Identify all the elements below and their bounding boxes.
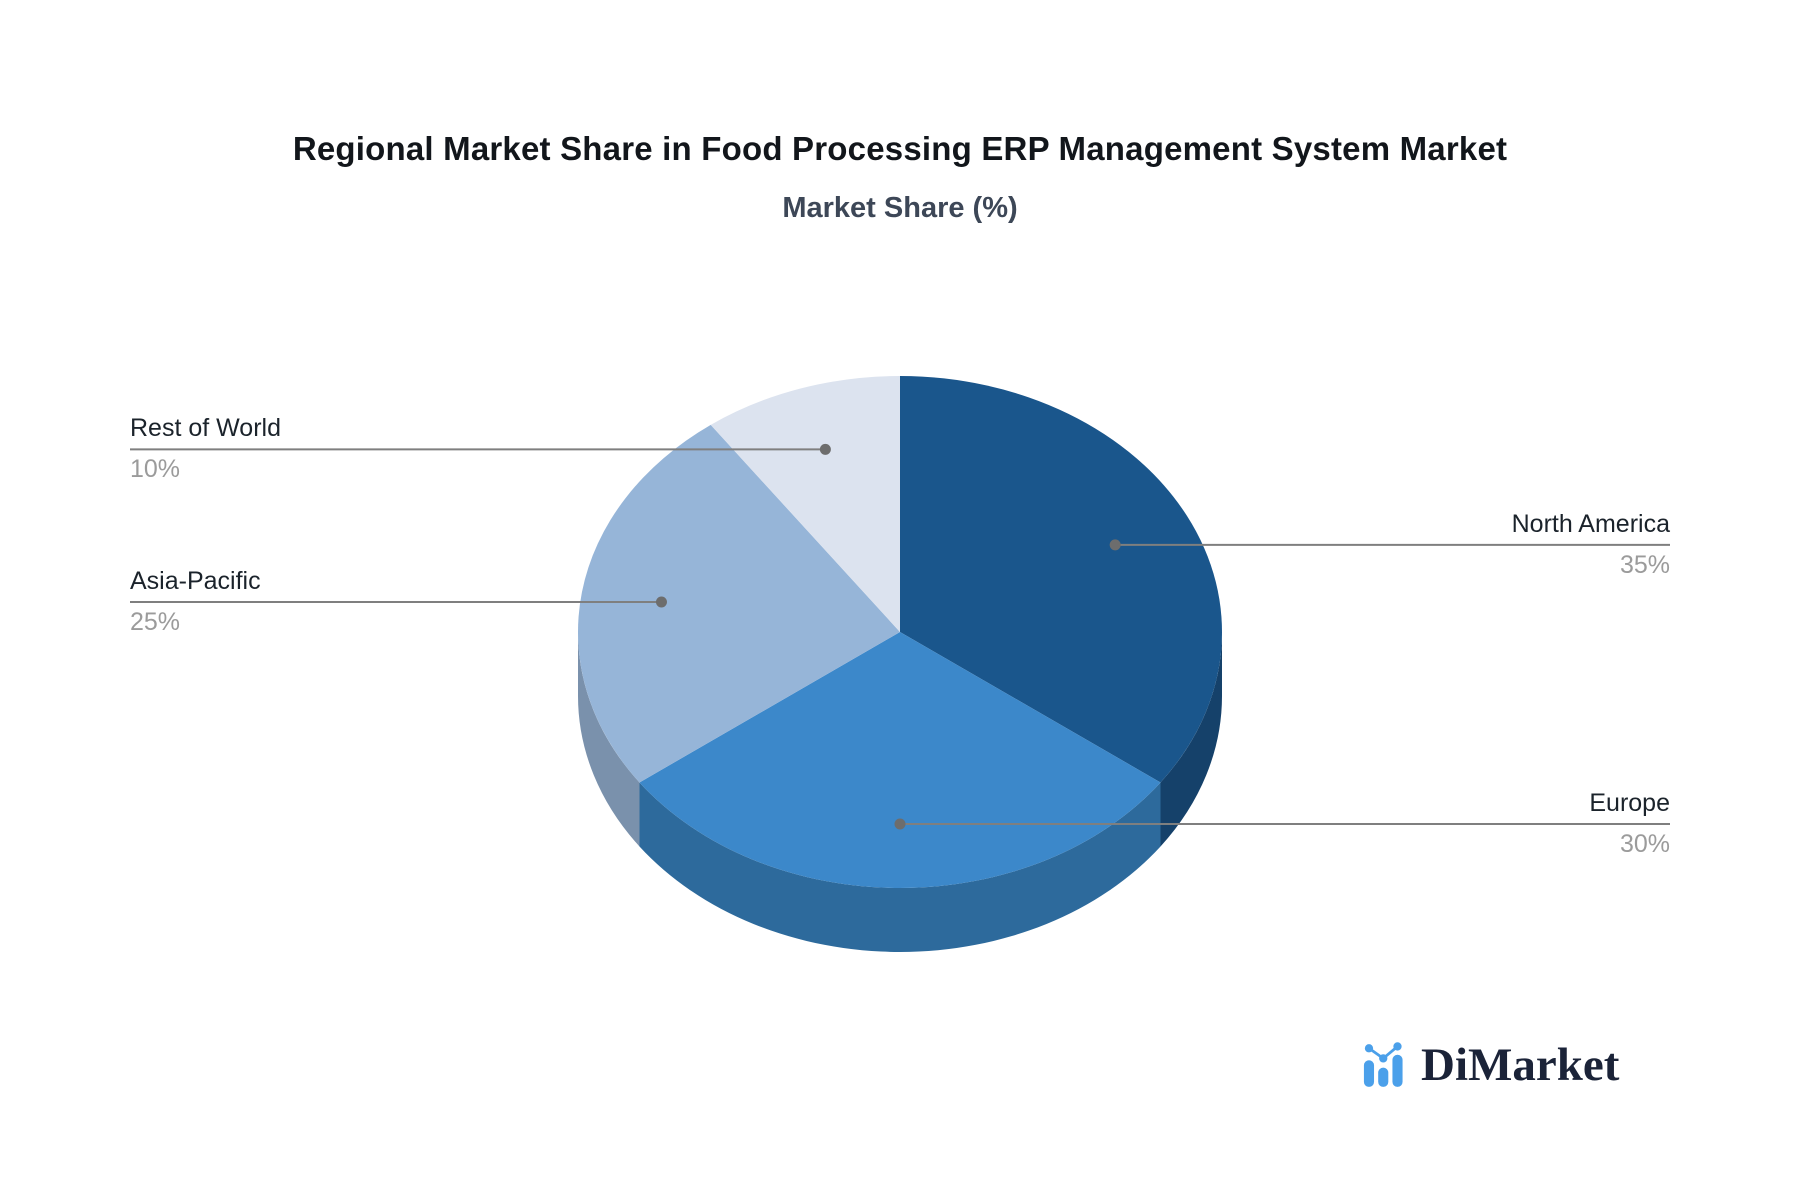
leader-dot <box>655 596 667 608</box>
slice-percentage: 35% <box>1619 550 1670 579</box>
slice-name: Asia-Pacific <box>130 566 261 595</box>
slice-label-north-america: North America 35% <box>1512 510 1670 580</box>
slice-name: North America <box>1511 509 1670 538</box>
pie-slice-side <box>1160 632 1222 847</box>
slice-label-asia-pacific: Asia-Pacific 25% <box>130 567 261 637</box>
slice-label-europe: Europe 30% <box>1589 789 1670 859</box>
slice-name: Europe <box>1589 789 1670 817</box>
dimarket-logo: DiMarket <box>1363 1038 1620 1092</box>
leader-dot <box>1109 539 1121 551</box>
leader-dot <box>819 443 831 455</box>
leader-dot <box>894 818 906 830</box>
bar-line-chart-icon <box>1363 1042 1403 1087</box>
slice-label-rest-of-world: Rest of World 10% <box>130 414 281 484</box>
pie-slice-rest-of-world <box>710 376 900 632</box>
chart-title: Regional Market Share in Food Processing… <box>292 130 1508 167</box>
pie-slice-side <box>639 782 1161 952</box>
pie-slice-asia-pacific <box>578 424 900 783</box>
pie-slice-north-america <box>900 376 1222 783</box>
pie-slice-side <box>578 632 640 847</box>
slice-percentage: 30% <box>1619 830 1670 858</box>
slice-percentage: 25% <box>130 607 181 636</box>
chart-subtitle: Market Share (%) <box>782 192 1018 224</box>
slice-name: Rest of World <box>130 414 281 443</box>
slice-percentage: 10% <box>130 455 181 484</box>
logo-text: DiMarket <box>1421 1039 1620 1092</box>
